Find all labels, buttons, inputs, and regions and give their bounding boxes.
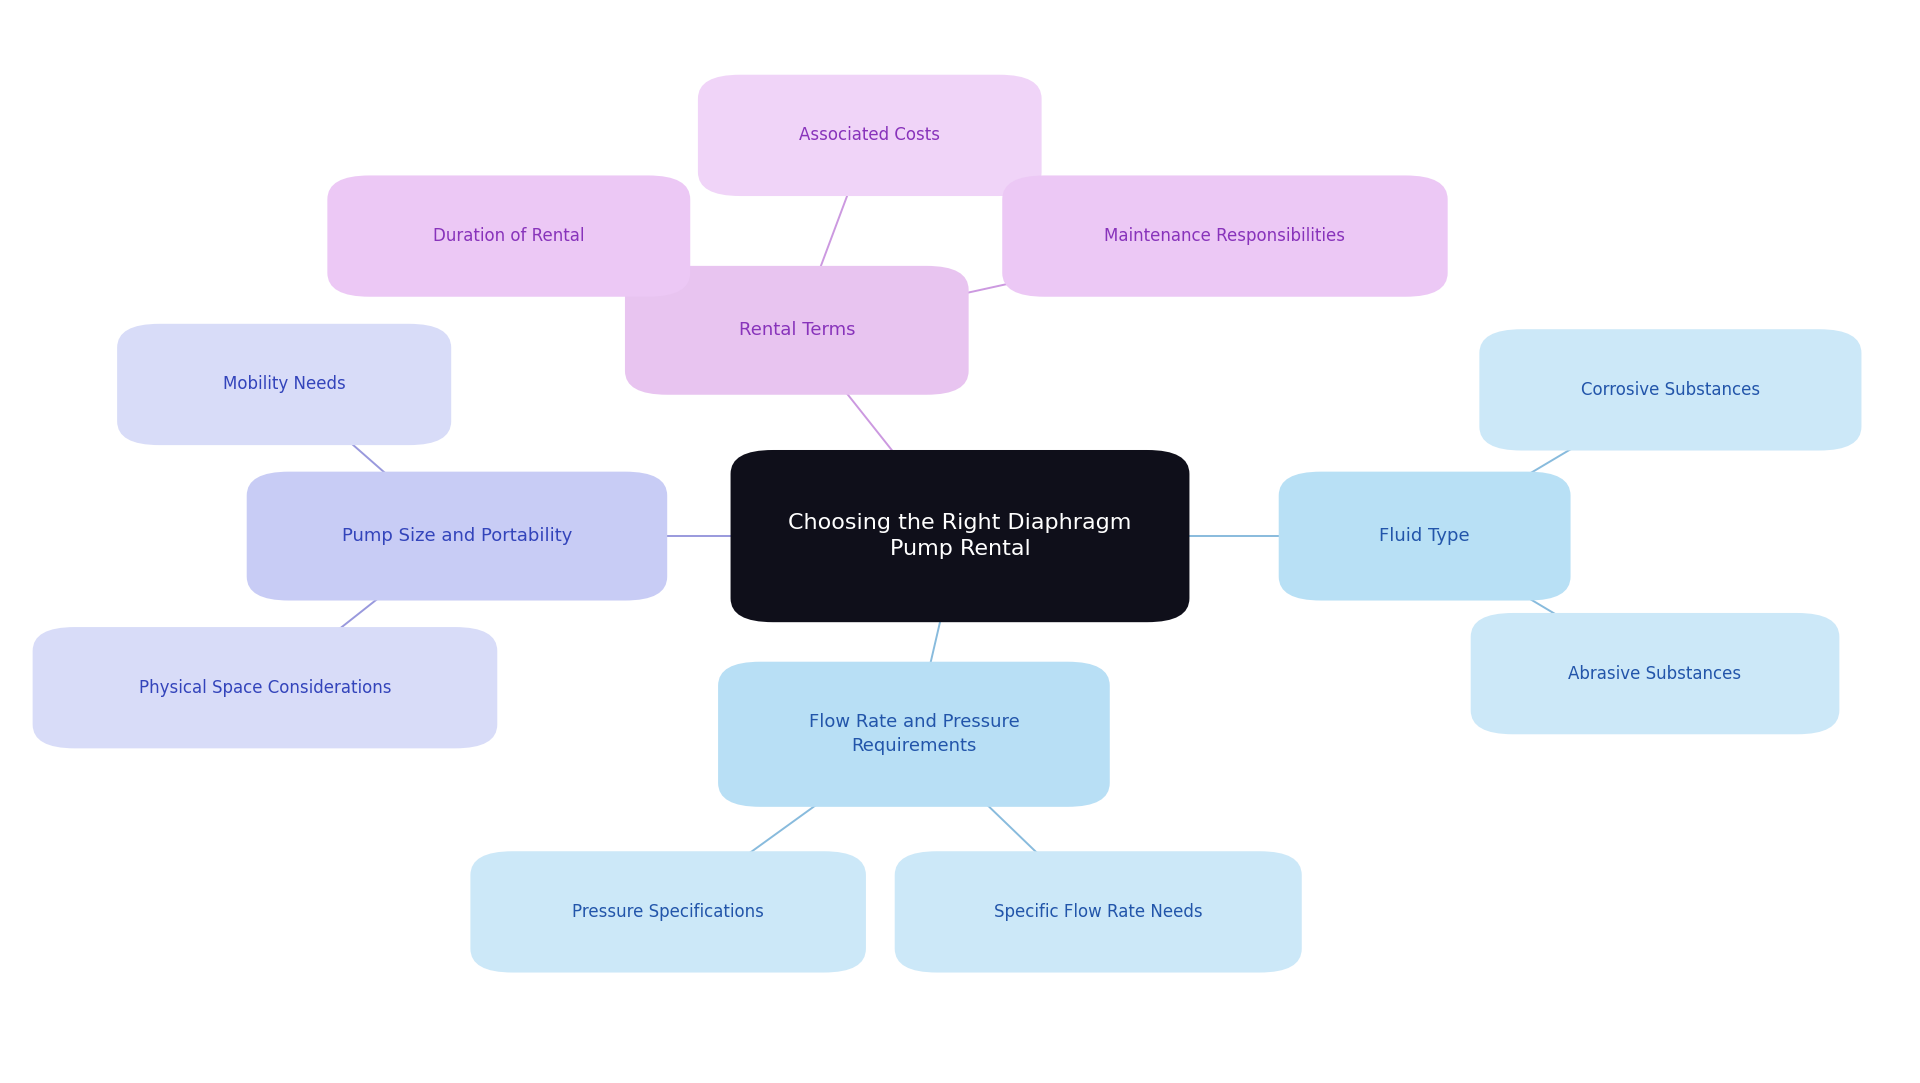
Text: Flow Rate and Pressure
Requirements: Flow Rate and Pressure Requirements — [808, 714, 1020, 755]
FancyBboxPatch shape — [470, 851, 866, 973]
FancyBboxPatch shape — [624, 266, 968, 395]
FancyBboxPatch shape — [117, 324, 451, 445]
FancyBboxPatch shape — [1279, 472, 1571, 600]
Text: Corrosive Substances: Corrosive Substances — [1580, 381, 1761, 399]
FancyBboxPatch shape — [895, 851, 1302, 973]
Text: Rental Terms: Rental Terms — [739, 322, 854, 339]
FancyBboxPatch shape — [33, 627, 497, 748]
FancyBboxPatch shape — [1478, 329, 1862, 451]
FancyBboxPatch shape — [1002, 175, 1448, 297]
FancyBboxPatch shape — [718, 662, 1110, 807]
Text: Abrasive Substances: Abrasive Substances — [1569, 665, 1741, 682]
Text: Fluid Type: Fluid Type — [1379, 527, 1471, 545]
Text: Physical Space Considerations: Physical Space Considerations — [138, 679, 392, 696]
Text: Duration of Rental: Duration of Rental — [434, 227, 584, 245]
Text: Associated Costs: Associated Costs — [799, 127, 941, 144]
Text: Pressure Specifications: Pressure Specifications — [572, 903, 764, 921]
FancyBboxPatch shape — [699, 75, 1041, 196]
FancyBboxPatch shape — [1471, 613, 1839, 734]
Text: Specific Flow Rate Needs: Specific Flow Rate Needs — [995, 903, 1202, 921]
Text: Maintenance Responsibilities: Maintenance Responsibilities — [1104, 227, 1346, 245]
Text: Pump Size and Portability: Pump Size and Portability — [342, 527, 572, 545]
Text: Choosing the Right Diaphragm
Pump Rental: Choosing the Right Diaphragm Pump Rental — [789, 513, 1131, 559]
FancyBboxPatch shape — [730, 451, 1188, 622]
FancyBboxPatch shape — [326, 175, 691, 297]
FancyBboxPatch shape — [246, 472, 668, 600]
Text: Mobility Needs: Mobility Needs — [223, 376, 346, 393]
